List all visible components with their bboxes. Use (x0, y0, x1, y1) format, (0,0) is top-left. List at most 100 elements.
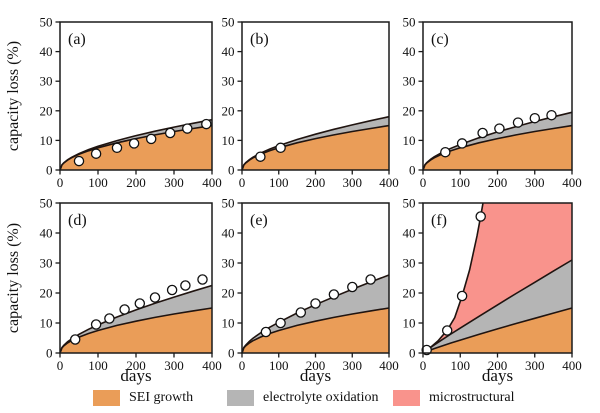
y-tick-label: 50 (222, 196, 235, 211)
data-point (73, 155, 85, 167)
data-point (456, 290, 468, 302)
data-point (347, 281, 358, 293)
data-point (180, 280, 191, 291)
data-point (149, 292, 161, 303)
x-tick-label: 300 (343, 358, 363, 373)
x-tick-label: 400 (379, 175, 399, 190)
electrolyte-oxidation-swatch (227, 390, 254, 406)
y-tick-label: 50 (222, 15, 235, 30)
panel-a: 0 100 200 300 400 0 10 20 30 40 50 (a) (40, 15, 222, 191)
electrolyte-oxidation-area (242, 116, 389, 170)
data-point (197, 274, 208, 285)
x-tick-label: 300 (525, 358, 545, 373)
x-tick-label: 200 (488, 358, 508, 373)
legend-label: microstructural (429, 390, 515, 405)
panel-letter-label: (e) (250, 212, 268, 229)
data-point (440, 146, 451, 158)
data-point (260, 326, 272, 338)
electrolyte-oxidation-area (60, 285, 212, 353)
panel-c: 0 100 200 300 400 0 10 20 30 40 50 (c) (403, 15, 582, 191)
x-axis-label-col3: days (481, 366, 514, 385)
data-point (128, 138, 140, 149)
y-tick-label: 30 (403, 74, 416, 89)
data-point (255, 151, 266, 162)
panel-e-plot: 0 100 200 300 400 0 10 20 30 40 50 (e) (222, 196, 399, 374)
sei-growth-area (423, 125, 572, 170)
electrolyte-oxidation-area (242, 275, 389, 353)
legend-label: electrolyte oxidation (263, 390, 379, 405)
y-tick-label: 0 (46, 163, 53, 178)
x-tick-label: 300 (164, 358, 184, 373)
panel-f: 0 100 200 300 400 0 10 20 30 40 50 (f) (403, 196, 582, 374)
y-tick-label: 50 (40, 15, 53, 30)
data-point (295, 307, 307, 318)
y-tick-label: 20 (222, 286, 235, 301)
data-point (441, 325, 453, 336)
panel-letter-label: (d) (68, 212, 87, 229)
x-tick-label: 400 (202, 175, 222, 190)
microstructural-area (423, 203, 572, 353)
data-point (310, 298, 321, 309)
y-tick-label: 0 (228, 163, 235, 178)
data-point (201, 118, 212, 130)
panel-a-plot: 0 100 200 300 400 0 10 20 30 40 50 (a) (40, 15, 222, 191)
electrolyte-oxidation-area (60, 119, 212, 170)
x-tick-label: 300 (525, 175, 545, 190)
panel-letter-label: (f) (431, 212, 447, 229)
data-point (119, 304, 130, 315)
legend-label: SEI growth (129, 390, 194, 405)
y-tick-label: 10 (222, 133, 235, 148)
y-tick-label: 30 (40, 74, 53, 89)
data-point (69, 334, 81, 345)
electrolyte-oxidation-area (423, 112, 572, 170)
panel-letter-label: (a) (68, 31, 86, 48)
data-point (475, 211, 486, 222)
x-tick-label: 0 (420, 175, 427, 190)
y-tick-label: 0 (409, 163, 416, 178)
x-tick-label: 0 (57, 358, 64, 373)
y-tick-label: 0 (409, 346, 416, 361)
panel-e: 0 100 200 300 400 0 10 20 30 40 50 (e) (222, 196, 399, 374)
oxidation-boundary-line (59, 118, 213, 171)
panel-b: 0 100 200 300 400 0 10 20 30 40 50 (b) (222, 15, 399, 191)
data-point (365, 274, 376, 285)
y-tick-label: 20 (403, 103, 416, 118)
x-tick-label: 100 (451, 175, 471, 190)
y-tick-label: 20 (40, 286, 53, 301)
x-tick-label: 300 (164, 175, 184, 190)
panel-d: 0 100 200 300 400 0 10 20 30 40 50 (d) (40, 196, 222, 374)
x-tick-label: 400 (379, 358, 399, 373)
y-tick-label: 0 (228, 346, 235, 361)
panel-c-plot: 0 100 200 300 400 0 10 20 30 40 50 (c) (403, 15, 582, 191)
y-tick-label: 50 (403, 15, 416, 30)
x-tick-label: 200 (488, 175, 508, 190)
x-axis-label-col2: days (299, 366, 332, 385)
y-tick-label: 40 (40, 44, 53, 59)
x-tick-label: 100 (269, 175, 289, 190)
legend-item-electrolyte-oxidation: electrolyte oxidation (227, 389, 378, 407)
x-tick-label: 200 (126, 358, 146, 373)
x-tick-label: 200 (126, 175, 146, 190)
x-tick-label: 0 (57, 175, 64, 190)
data-point (328, 289, 340, 300)
sei-growth-area (60, 308, 212, 353)
x-tick-label: 0 (420, 358, 427, 373)
y-tick-label: 10 (403, 316, 416, 331)
y-tick-label: 50 (403, 196, 416, 211)
y-tick-label: 40 (222, 44, 235, 59)
x-tick-label: 200 (306, 175, 326, 190)
x-tick-label: 300 (343, 175, 363, 190)
panel-d-plot: 0 100 200 300 400 0 10 20 30 40 50 (d) (40, 196, 222, 374)
data-point (111, 142, 123, 154)
x-tick-label: 400 (202, 358, 222, 373)
sei-growth-area (242, 125, 389, 170)
x-axis-label-col1: days (120, 366, 152, 385)
x-tick-label: 200 (306, 358, 326, 373)
legend-item-sei-growth: SEI growth (93, 389, 193, 407)
panel-f-plot: 0 100 200 300 400 0 10 20 30 40 50 (f) (403, 196, 582, 374)
x-tick-label: 100 (88, 358, 108, 373)
x-tick-label: 400 (562, 175, 582, 190)
data-point (477, 127, 488, 139)
y-tick-label: 40 (222, 226, 235, 241)
